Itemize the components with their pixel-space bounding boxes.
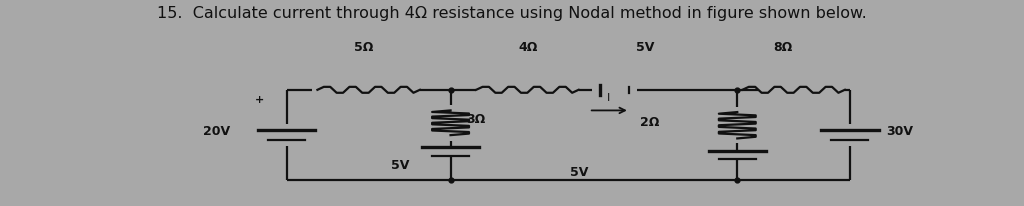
Text: 5V: 5V — [636, 41, 654, 54]
Text: 2Ω: 2Ω — [640, 116, 659, 129]
Text: 5V: 5V — [391, 159, 410, 172]
Text: 5Ω: 5Ω — [354, 41, 373, 54]
Text: 20V: 20V — [204, 124, 230, 138]
Text: 5V: 5V — [570, 166, 589, 179]
Text: +: + — [254, 95, 264, 105]
Text: 15.  Calculate current through 4Ω resistance using Nodal method in figure shown : 15. Calculate current through 4Ω resista… — [157, 6, 867, 21]
Text: 30V: 30V — [886, 124, 912, 138]
Text: 4Ω: 4Ω — [519, 41, 538, 54]
Text: I: I — [606, 93, 610, 103]
Text: 3Ω: 3Ω — [466, 113, 485, 126]
Text: 8Ω: 8Ω — [774, 41, 793, 54]
